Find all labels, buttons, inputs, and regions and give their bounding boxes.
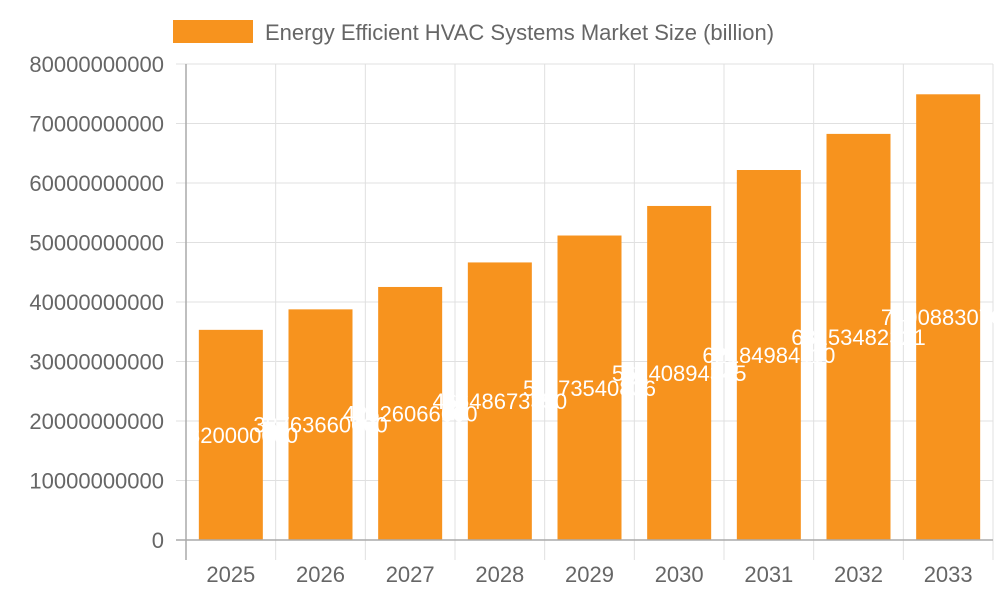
bar [736,169,801,541]
x-tick-label: 2031 [744,562,793,587]
data-label: 42526066600 [343,401,478,426]
axes: 0 10000000000 20000000000 30000000000 400000… [29,52,993,587]
y-tick-label: 60000000000 [29,171,164,196]
legend[interactable]: Energy Efficient HVAC Systems Market Siz… [173,20,774,45]
x-tick-label: 2029 [565,562,614,587]
y-tick-label: 40000000000 [29,290,164,315]
data-label: 38763660000 [253,413,388,438]
data-label: 68253482321 [791,325,926,350]
y-tick-label: 10000000000 [29,469,164,494]
bar [647,205,712,541]
x-tick-label: 2032 [834,562,883,587]
legend-label: Energy Efficient HVAC Systems Market Siz… [265,20,774,45]
bar [826,133,891,540]
data-label: 56140894345 [612,361,747,386]
y-tick-label: 50000000000 [29,231,164,256]
bar [288,309,353,540]
legend-swatch [173,20,253,43]
bar [557,235,622,540]
x-tick-label: 2033 [924,562,973,587]
bars [198,94,981,541]
x-tick-label: 2027 [386,562,435,587]
x-tick-label: 2028 [475,562,524,587]
bar [916,94,981,541]
bar [378,286,443,540]
y-tick-label: 80000000000 [29,52,164,77]
x-tick-label: 2026 [296,562,345,587]
bar [198,329,263,540]
data-label: 46648673350 [433,389,568,414]
bar [467,262,532,540]
y-tick-label: 30000000000 [29,350,164,375]
y-tick-label: 70000000000 [29,112,164,137]
data-label: 51173540836 [523,376,656,401]
x-tick-label: 2030 [655,562,704,587]
data-label: 62184984110 [702,343,835,368]
y-tick-label: 0 [152,528,164,553]
y-tick-label: 20000000000 [29,409,164,434]
x-tick-label: 2025 [206,562,255,587]
